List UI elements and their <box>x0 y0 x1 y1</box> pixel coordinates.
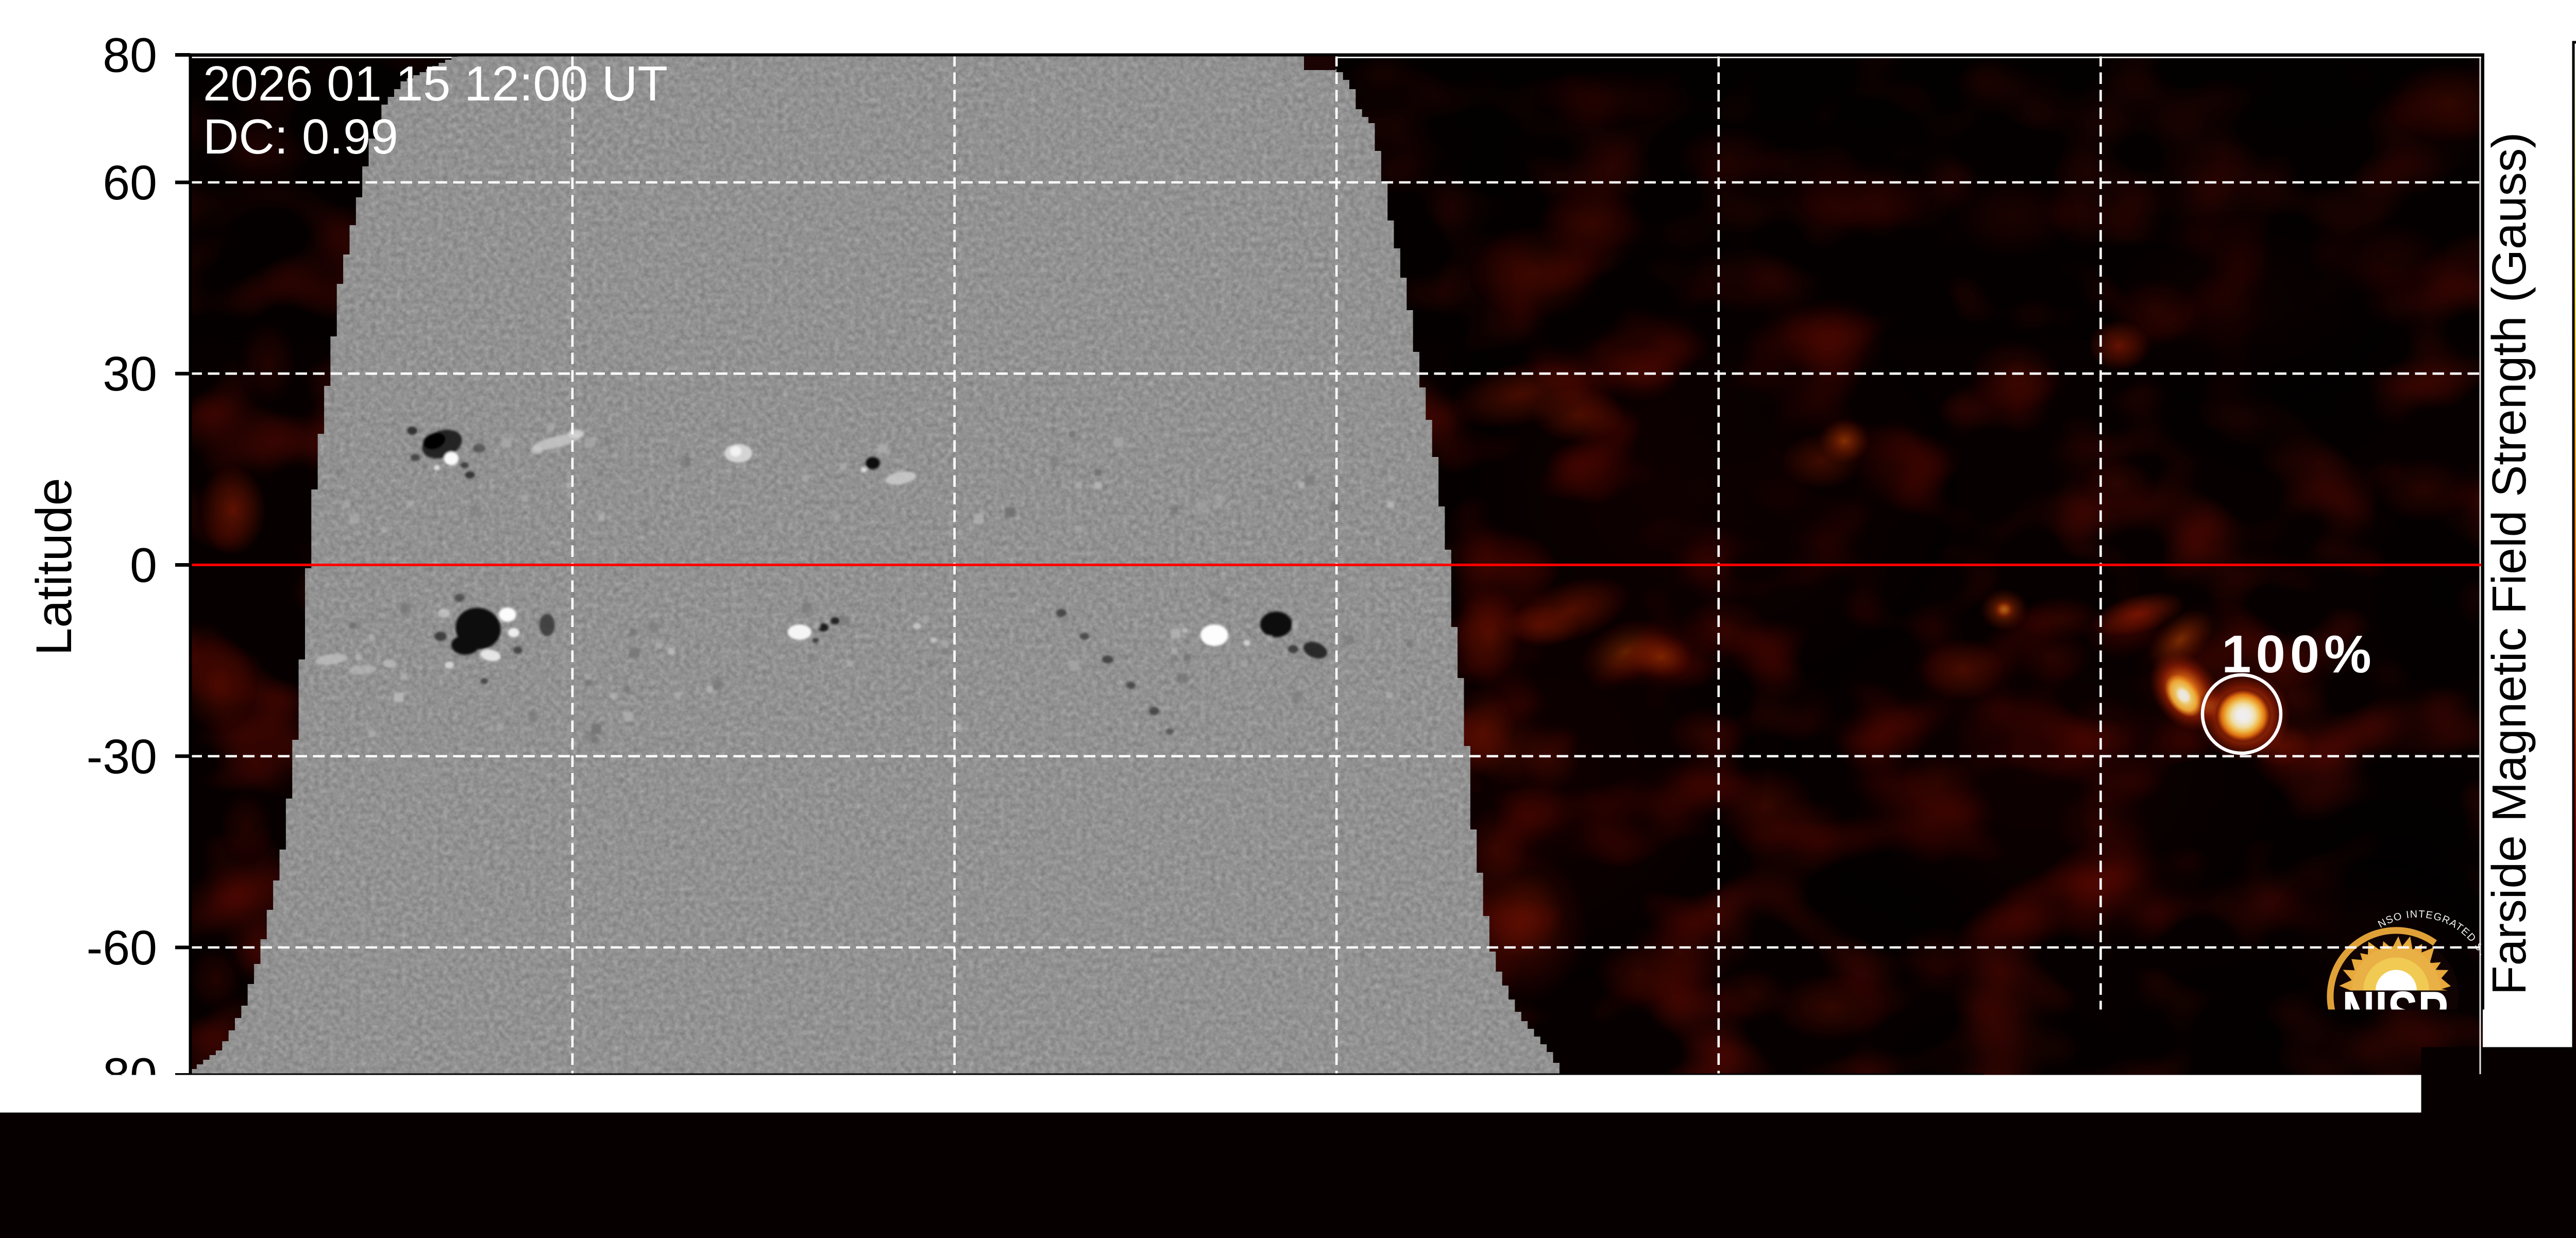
svg-text:300: 300 <box>2060 1097 2142 1151</box>
svg-text:60: 60 <box>103 156 157 210</box>
svg-text:2026 01 15 12:00 UT: 2026 01 15 12:00 UT <box>203 56 668 111</box>
svg-text:NISP: NISP <box>2342 978 2448 1048</box>
svg-text:-30: -30 <box>87 730 157 784</box>
svg-text:30: 30 <box>103 347 157 401</box>
svg-text:0: 0 <box>130 538 157 593</box>
svg-text:-60: -60 <box>87 921 157 975</box>
svg-text:Carrington Longitude: Carrington Longitude <box>1115 1161 1557 1213</box>
svg-text:180: 180 <box>1296 1097 1378 1151</box>
svg-text:-80: -80 <box>87 1048 157 1103</box>
svg-text:80: 80 <box>103 28 157 83</box>
svg-text:240: 240 <box>1678 1097 1760 1151</box>
svg-text:360: 360 <box>2442 1097 2524 1151</box>
svg-text:0: 0 <box>177 1097 204 1151</box>
svg-text:Latitude: Latitude <box>26 478 82 655</box>
svg-text:60: 60 <box>545 1097 600 1151</box>
svg-text:Farside Magnetic Field Strengt: Farside Magnetic Field Strength (Gauss) <box>2482 132 2536 995</box>
svg-text:100%: 100% <box>2222 624 2376 684</box>
svg-text:120: 120 <box>913 1097 995 1151</box>
svg-text:DC: 0.99: DC: 0.99 <box>203 109 398 164</box>
